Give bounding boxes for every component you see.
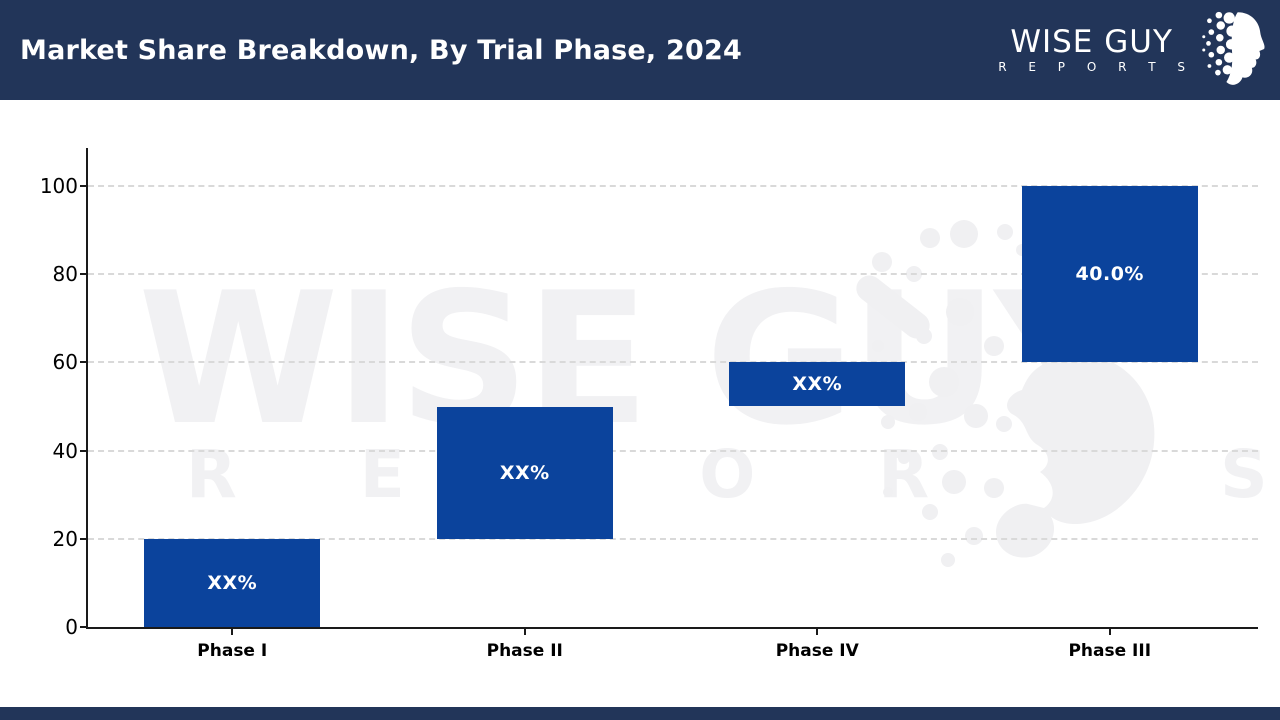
gridline [88,449,1258,452]
x-tick-mark [1108,628,1111,635]
bar: XX% [144,538,321,627]
header-bar: Market Share Breakdown, By Trial Phase, … [0,0,1280,100]
brand-subtitle: R E P O R T S [998,60,1194,75]
y-tick-mark [80,185,88,187]
y-tick-mark [80,537,88,540]
y-tick-label: 0 [65,615,78,639]
y-tick-label: 80 [52,262,78,287]
page-title: Market Share Breakdown, By Trial Phase, … [20,34,742,66]
x-tick-mark [523,628,526,635]
y-tick-mark [80,626,88,628]
y-tick-label: 100 [39,174,78,198]
wise-guy-face-icon [1202,11,1265,85]
y-tick-label: 60 [52,350,78,375]
x-axis-label: Phase III [1068,641,1152,661]
bar-value-label: XX% [792,373,843,396]
y-axis-line [86,148,88,629]
x-axis-label: Phase II [486,641,563,661]
x-axis-label: Phase I [197,641,268,661]
chart-canvas: WISE GUY R E P O R T S 0 20 40 60 80 100 XX% Ph… [0,100,1280,707]
gridline [88,273,1258,276]
gridline [88,185,1258,187]
x-axis-label: Phase IV [775,641,859,661]
y-tick-mark [80,449,88,452]
x-tick-mark [816,628,819,635]
bar-value-label: XX% [499,461,550,484]
gridline [88,537,1258,540]
bar: 40.0% [1021,186,1198,363]
y-tick-label: 40 [52,438,78,463]
gridline [88,361,1258,364]
brand-logo: WISE GUY R E P O R T S [989,8,1266,92]
bar: XX% [729,362,906,407]
x-axis-line [86,627,1258,629]
y-tick-mark [80,273,88,276]
y-tick-mark [80,361,88,364]
y-tick-label: 20 [52,526,78,551]
x-tick-mark [231,628,234,635]
bar: XX% [436,406,613,539]
footer-bar [0,707,1280,720]
bar-value-label: XX% [207,571,258,594]
bar-value-label: 40.0% [1075,263,1144,286]
plot-area: 0 20 40 60 80 100 XX% Phase I XX% Phase II XX% Phas… [0,100,1280,707]
watermark-face-icon [854,220,1155,567]
brand-name: WISE GUY [1010,23,1173,60]
